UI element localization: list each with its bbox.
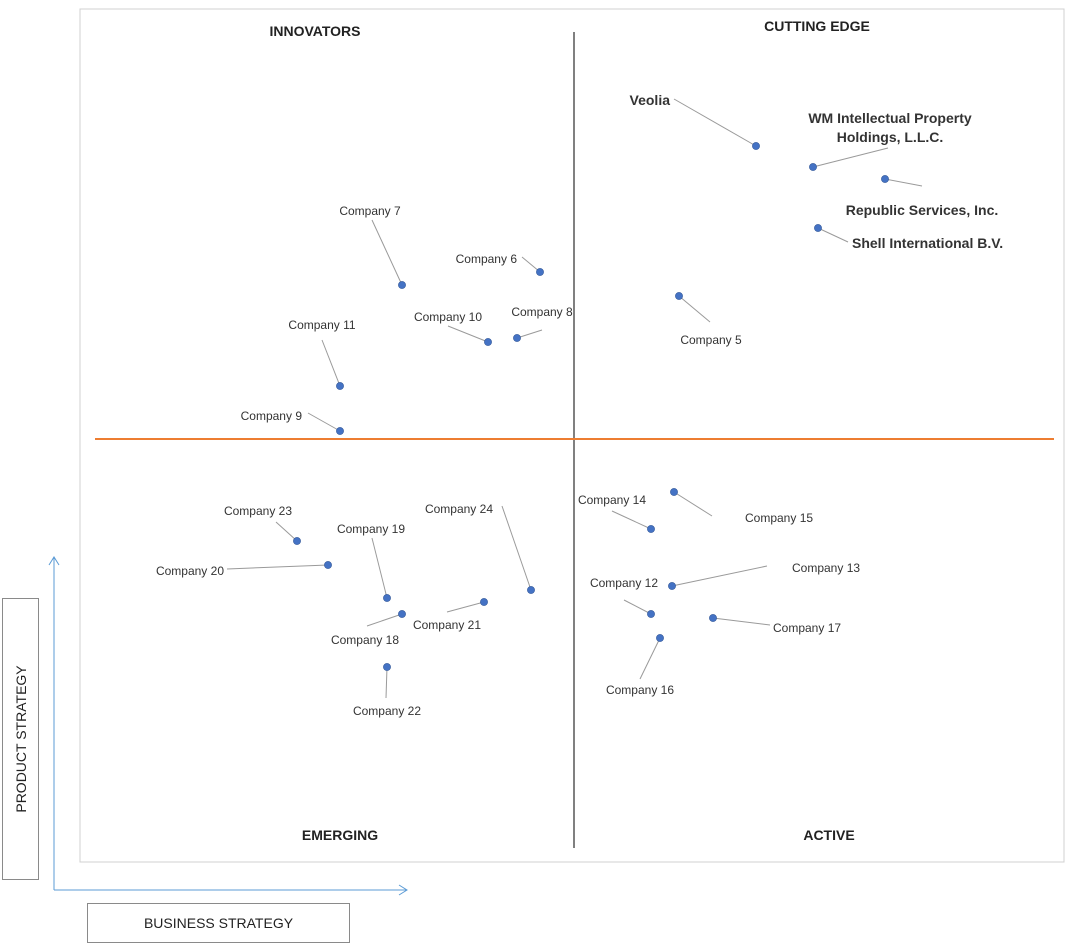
point-label-company-23: Company 23 [224, 504, 292, 518]
point-label-company-12: Company 12 [590, 576, 658, 590]
point-label-company-5: Company 5 [680, 333, 742, 347]
point-label-company-24: Company 24 [425, 502, 493, 516]
y-axis-label-box: PRODUCT STRATEGY [2, 598, 39, 880]
leader-line-shell-international-b-v [817, 227, 849, 243]
point-label-company-20: Company 20 [156, 564, 224, 578]
quadrant-label-cutting-edge: CUTTING EDGE [764, 18, 870, 34]
data-point-company-6 [536, 268, 544, 276]
point-label-company-15: Company 15 [745, 511, 813, 525]
leader-line-company-8 [516, 329, 543, 339]
leader-line-company-17 [712, 617, 771, 626]
leader-line-company-18 [366, 613, 403, 627]
point-label-company-10: Company 10 [414, 310, 482, 324]
data-point-company-9 [336, 427, 344, 435]
data-points [293, 142, 889, 671]
leader-line-company-19 [371, 537, 388, 599]
data-point-company-20 [324, 561, 332, 569]
data-point-company-5 [675, 292, 683, 300]
data-point-republic-services-inc [881, 175, 889, 183]
leader-lines [226, 98, 923, 699]
data-point-company-17 [709, 614, 717, 622]
data-point-shell-international-b-v [814, 224, 822, 232]
point-label-company-9: Company 9 [241, 409, 303, 423]
leader-line-republic-services-inc [884, 178, 923, 187]
point-label-republic-services-inc: Republic Services, Inc. [846, 202, 999, 218]
leader-line-company-9 [307, 412, 341, 432]
point-label-company-18: Company 18 [331, 633, 399, 647]
x-axis-label: BUSINESS STRATEGY [143, 915, 294, 931]
plot-frame [79, 8, 1065, 863]
point-label-shell-international-b-v: Shell International B.V. [852, 235, 1003, 251]
leader-line-company-7 [371, 219, 403, 286]
x-axis-arrowhead [398, 884, 408, 896]
leader-line-company-14 [611, 510, 652, 530]
data-point-veolia [752, 142, 760, 150]
data-point-wm-intellectual-property-holdings-l-l-c [809, 163, 817, 171]
quadrant-label-active: ACTIVE [803, 827, 854, 843]
leader-line-company-15 [673, 491, 713, 517]
leader-line-company-16 [639, 637, 661, 680]
point-labels: Veolia WM Intellectual Property Holdings, … [156, 92, 1003, 718]
leader-line-company-10 [447, 325, 489, 343]
x-axis-label-box: BUSINESS STRATEGY [87, 903, 350, 943]
point-label-company-22: Company 22 [353, 704, 421, 718]
data-point-company-12 [647, 610, 655, 618]
point-label-company-8: Company 8 [511, 305, 573, 319]
data-point-company-23 [293, 537, 301, 545]
point-label-company-13: Company 13 [792, 561, 860, 575]
quadrant-label-innovators: INNOVATORS [269, 23, 360, 39]
data-point-company-21 [480, 598, 488, 606]
data-point-company-19 [383, 594, 391, 602]
data-point-company-8 [513, 334, 521, 342]
data-point-company-24 [527, 586, 535, 594]
point-label-company-16: Company 16 [606, 683, 674, 697]
leader-line-company-6 [521, 256, 541, 273]
data-point-company-7 [398, 281, 406, 289]
point-label-company-11: Company 11 [288, 318, 355, 332]
axis-arrows [48, 556, 408, 896]
leader-line-company-13 [671, 565, 768, 587]
point-label-company-6: Company 6 [456, 252, 518, 266]
leader-line-company-12 [623, 599, 652, 615]
leader-line-company-24 [501, 505, 532, 591]
data-point-company-10 [484, 338, 492, 346]
data-point-company-11 [336, 382, 344, 390]
data-point-company-18 [398, 610, 406, 618]
data-point-company-15 [670, 488, 678, 496]
data-point-company-14 [647, 525, 655, 533]
leader-line-company-21 [446, 601, 485, 613]
y-axis-arrowhead [48, 556, 60, 566]
quadrant-label-emerging: EMERGING [302, 827, 378, 843]
data-point-company-13 [668, 582, 676, 590]
leader-line-company-5 [678, 295, 711, 323]
leader-line-veolia [673, 98, 757, 147]
point-label-company-17: Company 17 [773, 621, 841, 635]
leader-line-company-20 [226, 564, 329, 570]
leader-line-company-11 [321, 339, 341, 387]
point-label-company-7: Company 7 [339, 204, 401, 218]
data-point-company-16 [656, 634, 664, 642]
leader-line-company-23 [275, 521, 298, 542]
point-label-veolia: Veolia [630, 92, 671, 108]
point-label-company-21: Company 21 [413, 618, 481, 632]
leader-line-company-22 [385, 666, 388, 699]
point-label-company-14: Company 14 [578, 493, 646, 507]
data-point-company-22 [383, 663, 391, 671]
y-axis-label: PRODUCT STRATEGY [12, 665, 29, 813]
leader-line-wm-intellectual-property-holdings-l-l-c [812, 147, 889, 168]
point-label-wm-intellectual-property-holdings-l-l-c: WM Intellectual Property Holdings, L.L.C. [808, 110, 972, 145]
point-label-company-19: Company 19 [337, 522, 405, 536]
